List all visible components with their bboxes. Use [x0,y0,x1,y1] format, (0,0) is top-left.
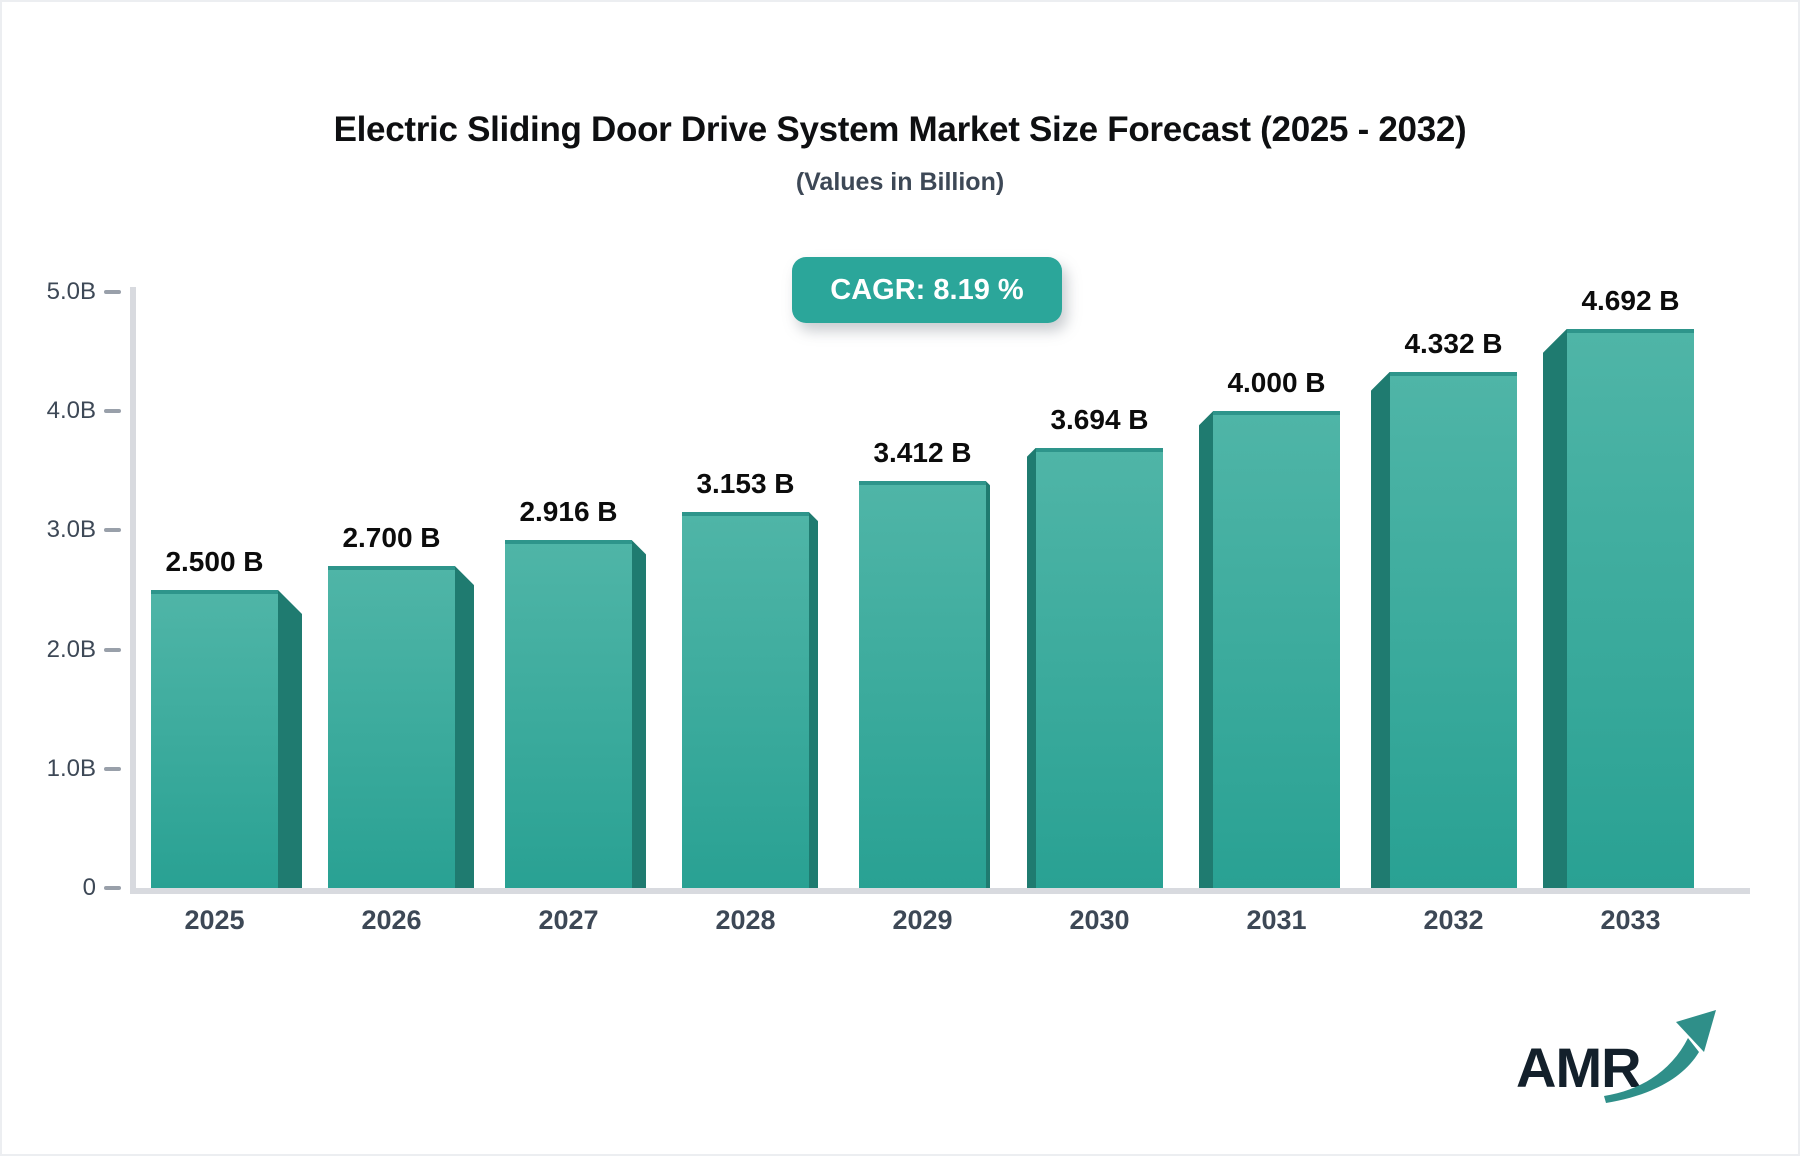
y-tick-label: 5.0B [46,278,96,305]
bar-side-face [1543,328,1567,888]
x-axis-label: 2033 [1600,905,1661,935]
x-axis-label: 2032 [1423,905,1484,935]
y-tick-mark [104,290,121,294]
y-tick-mark [104,409,121,414]
bar-value-label: 4.692 B [1581,284,1680,316]
bar-side-face [455,566,474,888]
bar-value-label: 4.000 B [1227,367,1326,399]
amr-logo: AMR [1516,1010,1716,1103]
bar-value-label: 3.153 B [696,468,795,500]
bar-side-face [986,481,990,888]
y-tick-label: 0 [82,874,96,901]
x-axis-label: 2026 [361,905,422,935]
chart-title: Electric Sliding Door Drive System Marke… [333,110,1467,149]
bar [151,590,278,888]
y-tick-mark [104,766,121,771]
x-axis-label: 2027 [538,905,599,935]
y-tick-label: 4.0B [46,397,96,425]
x-axis-label: 2029 [892,905,953,935]
y-tick-mark [104,886,121,890]
amr-logo-text: AMR [1516,1036,1642,1099]
bar-value-label: 2.916 B [519,496,618,528]
y-axis-line [130,287,136,894]
y-tick-label: 3.0B [46,516,96,544]
x-axis-label: 2030 [1069,905,1130,935]
bar-value-label: 3.412 B [873,437,972,469]
bar [1567,328,1694,888]
bar-value-label: 2.700 B [342,522,441,554]
bar-side-face [1371,371,1390,888]
bar-side-face [278,590,302,888]
bar [859,481,986,888]
growth-arrow-icon [1604,1010,1716,1103]
bar-value-label: 3.694 B [1050,403,1149,435]
bar-value-label: 4.332 B [1404,327,1503,359]
bar [682,512,809,888]
bar-value-label: 2.500 B [165,546,264,577]
bar-side-face [1027,447,1036,888]
bar [1390,371,1517,888]
cagr-badge-label: CAGR: 8.19 % [830,273,1024,306]
chart-subtitle: (Values in Billion) [795,168,1005,196]
y-tick-label: 1.0B [46,754,96,782]
bar [505,540,632,888]
x-axis-label: 2028 [715,905,776,935]
bar [328,566,455,888]
x-axis-line [130,888,1750,894]
y-tick-mark [104,647,121,652]
cagr-badge: CAGR: 8.19 % [792,257,1062,323]
bar-side-face [809,512,818,888]
x-axis-label: 2025 [184,905,245,935]
bar-side-face [632,540,646,888]
bar-side-face [1199,411,1213,888]
y-tick-mark [104,528,121,533]
y-tick-label: 2.0B [46,635,96,663]
bar [1036,447,1163,888]
x-axis-label: 2031 [1246,905,1307,935]
bar [1213,411,1340,888]
